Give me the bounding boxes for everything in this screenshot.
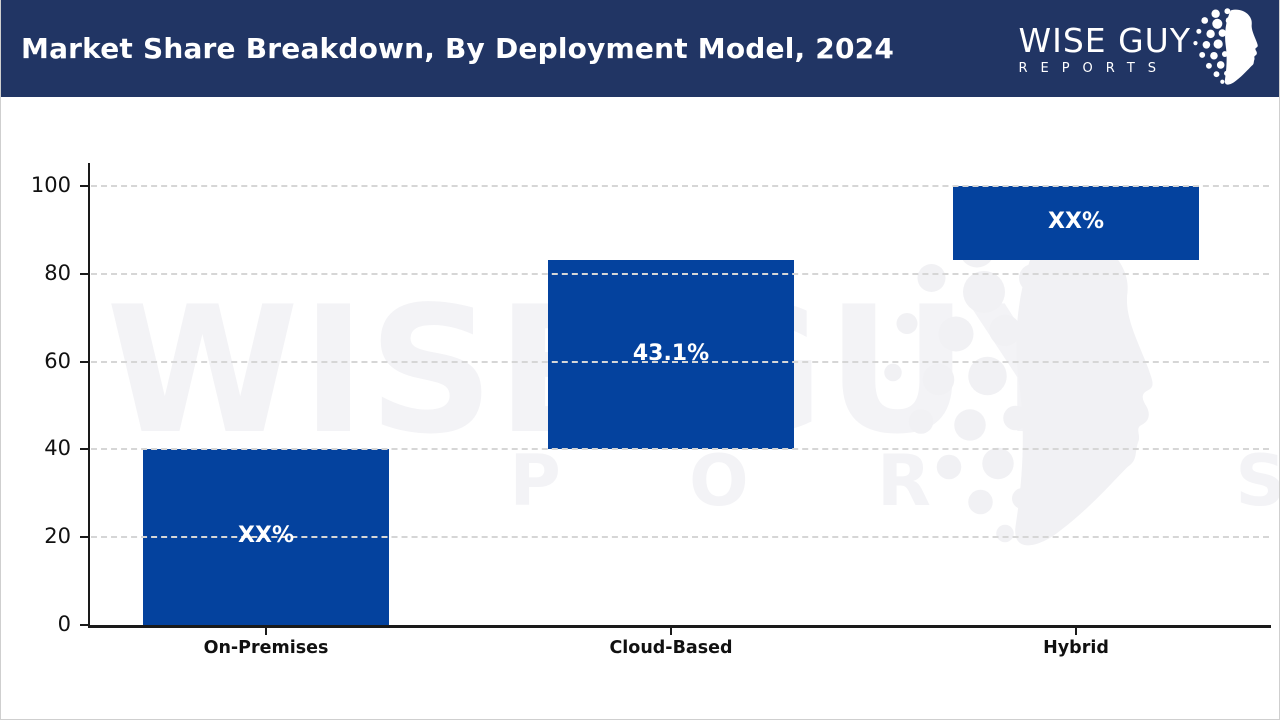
x-tick-on-premises: [265, 628, 267, 635]
y-axis-spine: [88, 163, 90, 628]
logo-face-icon: [1193, 7, 1258, 85]
y-tick-80: [80, 272, 89, 275]
plot-area: 0 20 40 60 80 100 XX% On-Premises 43.1% Cloud-Bas…: [1, 97, 1279, 719]
bar-value-label-cloud-based: 43.1%: [632, 340, 710, 366]
y-tick-60: [80, 360, 89, 363]
y-tick-100: [80, 185, 89, 187]
y-tick-label-100: 100: [30, 173, 71, 197]
logo-wordmark: WISE GUY: [1018, 21, 1191, 60]
y-tick-40: [80, 448, 89, 451]
chart-title: Market Share Breakdown, By Deployment Mo…: [21, 32, 895, 65]
bar-cloud-based: [548, 260, 794, 450]
logo-text: WISE GUY REPORTS: [1018, 21, 1191, 76]
y-tick-0: [80, 624, 89, 626]
x-tick-cloud-based: [670, 628, 672, 635]
header-bar: Market Share Breakdown, By Deployment Mo…: [1, 0, 1279, 97]
wise-guy-reports-logo: WISE GUY REPORTS: [1018, 7, 1261, 91]
gridline-80: [91, 272, 1269, 275]
y-tick-label-20: 20: [44, 524, 71, 549]
x-axis-spine: [88, 625, 1271, 628]
gridline-40: [91, 448, 1269, 451]
logo-subtitle: REPORTS: [1018, 61, 1170, 76]
gridline-60: [91, 360, 1269, 363]
gridline-100: [91, 185, 1269, 187]
y-tick-20: [80, 536, 89, 539]
x-tick-label-hybrid: Hybrid: [1043, 638, 1109, 658]
y-tick-label-0: 0: [57, 612, 71, 636]
bar-value-label-on-premises: XX%: [238, 523, 294, 549]
gridline-20: [91, 536, 1269, 539]
y-tick-label-80: 80: [44, 260, 71, 285]
bar-hybrid: [953, 186, 1199, 261]
y-tick-label-40: 40: [44, 436, 71, 461]
x-tick-label-cloud-based: Cloud-Based: [609, 638, 733, 658]
bar-value-label-hybrid: XX%: [1048, 209, 1104, 235]
x-tick-label-on-premises: On-Premises: [203, 638, 329, 658]
y-tick-label-60: 60: [44, 348, 71, 373]
x-tick-hybrid: [1075, 628, 1077, 635]
